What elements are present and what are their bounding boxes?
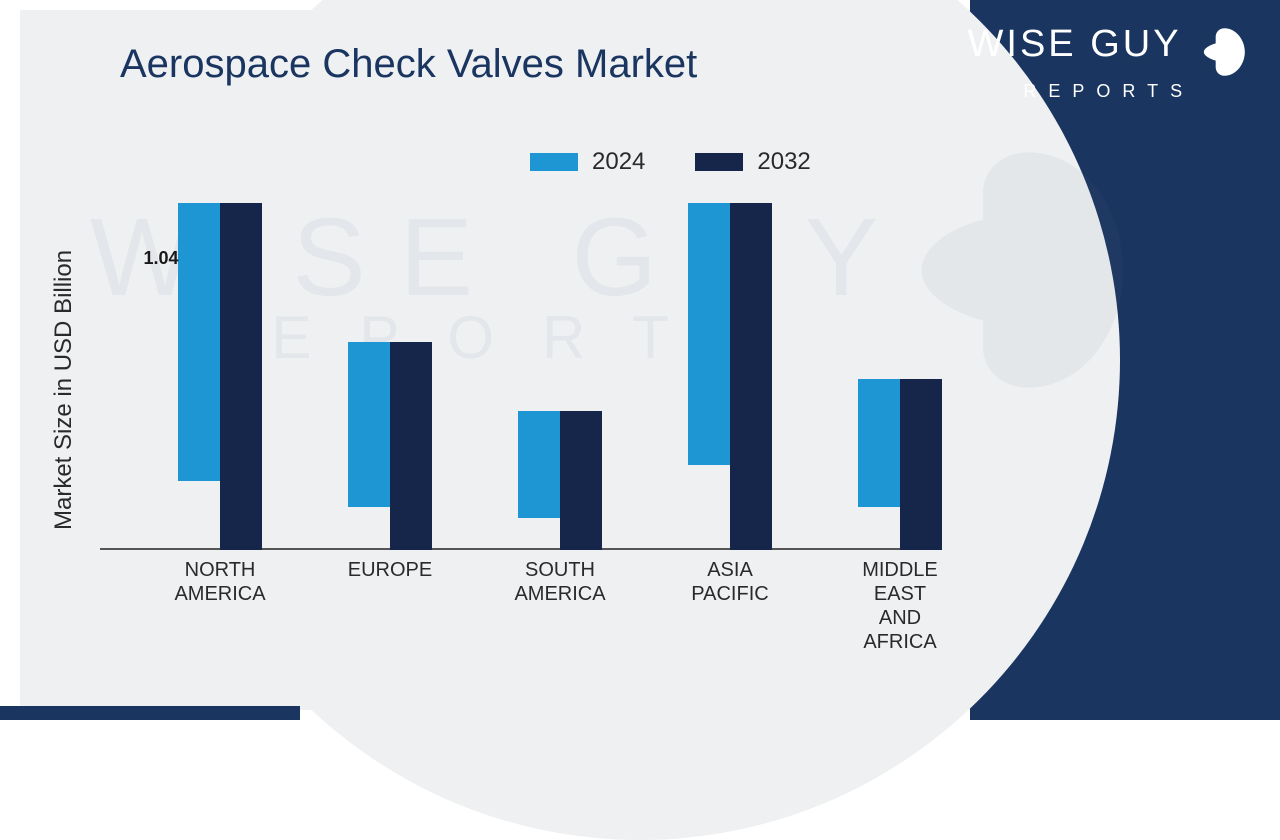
x-axis-category-label: SOUTHAMERICA xyxy=(490,558,630,606)
bar-2032 xyxy=(730,203,772,550)
logo-head-icon xyxy=(1190,25,1250,79)
logo-main-text: WISE GUY xyxy=(968,23,1182,65)
bar-group xyxy=(650,203,810,550)
bar-2032 xyxy=(390,342,432,550)
chart-title: Aerospace Check Valves Market xyxy=(120,42,697,87)
y-axis-label: Market Size in USD Billion xyxy=(50,250,78,530)
bar-value-label: 1.04 xyxy=(143,248,178,269)
bar-group xyxy=(310,342,470,550)
bar-2032 xyxy=(900,379,942,550)
legend: 2024 2032 xyxy=(530,148,811,176)
x-axis-category-label: EUROPE xyxy=(320,558,460,582)
bar-group xyxy=(480,411,640,550)
x-axis-category-label: NORTHAMERICA xyxy=(150,558,290,606)
bar-2024 xyxy=(348,342,390,507)
plot-area: 1.04 xyxy=(100,190,930,550)
legend-item-2024: 2024 xyxy=(530,148,645,176)
bar-group: 1.04 xyxy=(140,203,300,550)
legend-label-2032: 2032 xyxy=(757,148,810,176)
bar-2032 xyxy=(220,203,262,550)
x-axis-category-label: ASIAPACIFIC xyxy=(660,558,800,606)
logo-sub-text: REPORTS xyxy=(968,81,1250,102)
footer-accent-bar xyxy=(0,706,300,720)
brand-logo: WISE GUY REPORTS xyxy=(968,25,1250,102)
bar-2024 xyxy=(858,379,900,507)
x-axis-category-label: MIDDLEEASTANDAFRICA xyxy=(830,558,970,654)
bar-2024 xyxy=(688,203,730,464)
bar-2032 xyxy=(560,411,602,550)
bar-2024 xyxy=(178,203,220,480)
legend-label-2024: 2024 xyxy=(592,148,645,176)
bar-group xyxy=(820,379,980,550)
legend-swatch-2032 xyxy=(695,153,743,171)
legend-item-2032: 2032 xyxy=(695,148,810,176)
bar-2024 xyxy=(518,411,560,518)
legend-swatch-2024 xyxy=(530,153,578,171)
